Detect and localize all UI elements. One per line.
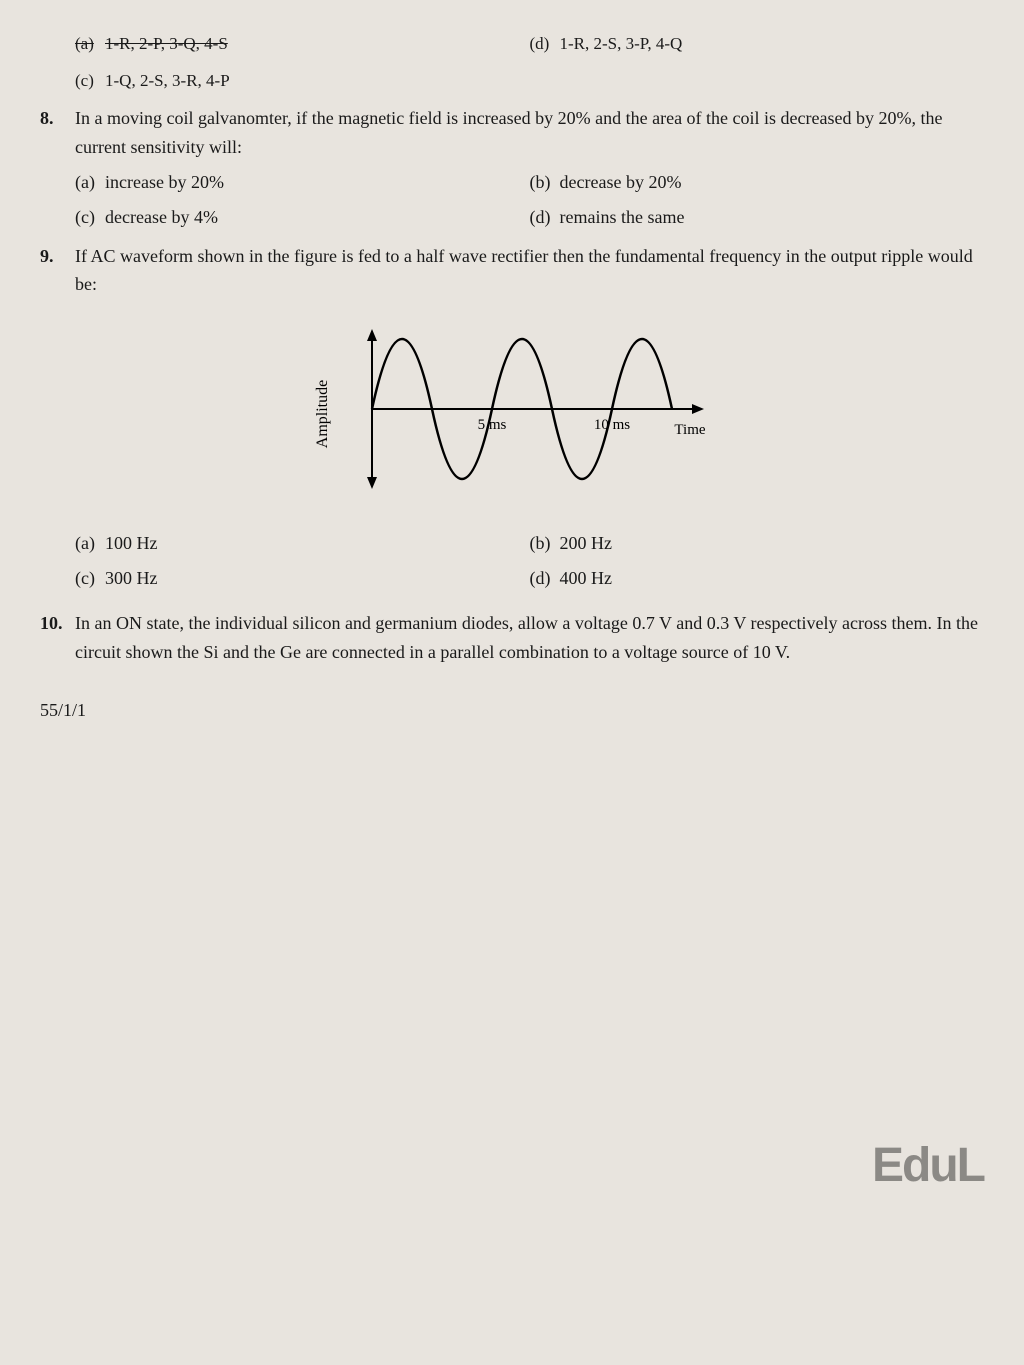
option-text: 300 Hz <box>105 564 530 593</box>
option-text: 400 Hz <box>560 564 985 593</box>
page-reference: 55/1/1 <box>40 700 86 720</box>
x-axis-arrow <box>692 404 704 414</box>
option-text: decrease by 4% <box>105 203 530 232</box>
q8-option-c: (c) decrease by 4% <box>75 203 530 232</box>
q9-option-a: (a) 100 Hz <box>75 529 530 558</box>
q8-option-b: (b) decrease by 20% <box>530 168 985 197</box>
q9-option-b: (b) 200 Hz <box>530 529 985 558</box>
option-text: 1-Q, 2-S, 3-R, 4-P <box>105 67 530 94</box>
option-label: (a) <box>75 30 105 57</box>
question-8: 8. In a moving coil galvanomter, if the … <box>40 104 984 162</box>
option-text: increase by 20% <box>105 168 530 197</box>
time-axis-label: Time <box>674 422 705 438</box>
question-text: In an ON state, the individual silicon a… <box>75 609 984 667</box>
option-label: (d) <box>530 30 560 57</box>
question-number: 8. <box>40 104 75 162</box>
prev-option-d: (d) 1-R, 2-S, 3-P, 4-Q <box>530 30 985 57</box>
waveform-svg: Amplitude 5 ms 10 ms Time <box>302 319 722 509</box>
prev-question-options: (a) 1-R, 2-P, 3-Q, 4-S (d) 1-R, 2-S, 3-P… <box>75 30 984 57</box>
watermark: EduL <box>872 1128 984 1205</box>
tick-5ms: 5 ms <box>478 417 507 433</box>
q9-option-d: (d) 400 Hz <box>530 564 985 593</box>
question-number: 10. <box>40 609 75 667</box>
q8-options-row1: (a) increase by 20% (b) decrease by 20% <box>75 168 984 197</box>
option-text: decrease by 20% <box>560 168 985 197</box>
q9-option-c: (c) 300 Hz <box>75 564 530 593</box>
q8-option-a: (a) increase by 20% <box>75 168 530 197</box>
q9-options-row1: (a) 100 Hz (b) 200 Hz <box>75 529 984 558</box>
question-number: 9. <box>40 242 75 300</box>
page-footer: 55/1/1 <box>40 696 984 725</box>
question-10: 10. In an ON state, the individual silic… <box>40 609 984 667</box>
option-label: (c) <box>75 564 105 593</box>
option-text: 100 Hz <box>105 529 530 558</box>
q8-options-row2: (c) decrease by 4% (d) remains the same <box>75 203 984 232</box>
option-label: (c) <box>75 67 105 94</box>
option-label: (c) <box>75 203 105 232</box>
prev-question-options-row2: (c) 1-Q, 2-S, 3-R, 4-P <box>75 67 984 94</box>
option-label: (a) <box>75 529 105 558</box>
y-axis-arrow-up <box>367 329 377 341</box>
y-axis-arrow-down <box>367 477 377 489</box>
option-label: (b) <box>530 168 560 197</box>
question-text: If AC waveform shown in the figure is fe… <box>75 242 984 300</box>
amplitude-axis-label: Amplitude <box>314 380 331 448</box>
option-text: 200 Hz <box>560 529 985 558</box>
question-9: 9. If AC waveform shown in the figure is… <box>40 242 984 300</box>
tick-10ms: 10 ms <box>594 417 630 433</box>
waveform-figure: Amplitude 5 ms 10 ms Time <box>40 319 984 509</box>
option-label: (d) <box>530 564 560 593</box>
spacer <box>530 67 985 94</box>
question-text: In a moving coil galvanomter, if the mag… <box>75 104 984 162</box>
option-text: remains the same <box>560 203 985 232</box>
option-label: (d) <box>530 203 560 232</box>
prev-option-c: (c) 1-Q, 2-S, 3-R, 4-P <box>75 67 530 94</box>
q9-options-row2: (c) 300 Hz (d) 400 Hz <box>75 564 984 593</box>
option-label: (b) <box>530 529 560 558</box>
option-label: (a) <box>75 168 105 197</box>
option-text: 1-R, 2-S, 3-P, 4-Q <box>560 30 985 57</box>
option-text: 1-R, 2-P, 3-Q, 4-S <box>105 30 530 57</box>
q8-option-d: (d) remains the same <box>530 203 985 232</box>
prev-option-a: (a) 1-R, 2-P, 3-Q, 4-S <box>75 30 530 57</box>
